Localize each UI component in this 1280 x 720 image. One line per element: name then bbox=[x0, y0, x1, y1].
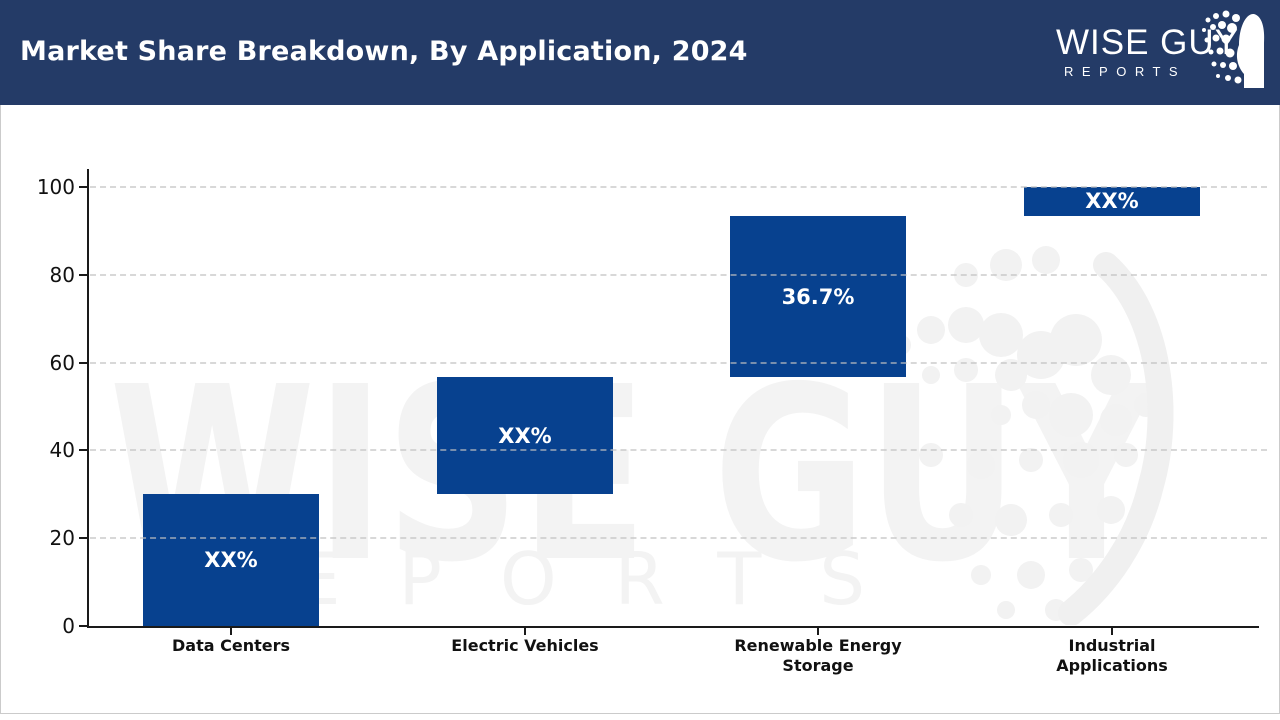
y-axis-line bbox=[87, 169, 89, 628]
gridline bbox=[90, 186, 1267, 188]
bar: 36.7% bbox=[730, 215, 906, 378]
bar-value-label: XX% bbox=[1085, 189, 1139, 214]
y-axis-tick bbox=[79, 449, 88, 452]
category-label: Industrial Applications bbox=[1056, 636, 1168, 675]
page-title: Market Share Breakdown, By Application, … bbox=[20, 36, 748, 67]
bar-value-label: XX% bbox=[204, 548, 258, 573]
x-axis-line bbox=[87, 626, 1259, 628]
logo-dots-icon bbox=[1202, 10, 1242, 84]
chart-panel: WISE GUY REPORTS 0 20 40 60 80 100 XX% XX bbox=[0, 105, 1280, 714]
category-label: Data Centers bbox=[172, 636, 290, 655]
x-axis-tick bbox=[230, 628, 232, 635]
y-tick-label: 60 bbox=[49, 350, 75, 375]
logo-subtext: REPORTS bbox=[1064, 64, 1186, 79]
bar: XX% bbox=[143, 494, 319, 626]
y-axis-tick bbox=[79, 186, 88, 188]
bar: XX% bbox=[1024, 187, 1200, 216]
header: Market Share Breakdown, By Application, … bbox=[0, 0, 1280, 105]
y-axis-tick bbox=[79, 273, 88, 276]
y-axis-tick bbox=[79, 625, 88, 627]
x-axis-tick bbox=[1111, 628, 1113, 635]
gridline bbox=[90, 537, 1267, 540]
x-axis-tick bbox=[524, 628, 526, 635]
category-label: Electric Vehicles bbox=[451, 636, 599, 655]
bar: XX% bbox=[437, 377, 613, 495]
y-tick-label: 40 bbox=[49, 438, 75, 463]
wiseguy-logo: WISE GUY REPORTS bbox=[1056, 10, 1265, 89]
bar-value-label: 36.7% bbox=[781, 284, 855, 309]
y-tick-label: 100 bbox=[36, 175, 75, 199]
y-axis-tick bbox=[79, 537, 88, 540]
y-tick-label: 80 bbox=[49, 262, 75, 287]
y-tick-label: 20 bbox=[49, 526, 75, 551]
logo-wordmark: WISE GUY bbox=[1056, 23, 1239, 62]
gridline bbox=[90, 449, 1267, 452]
bar-value-label: XX% bbox=[498, 423, 552, 448]
gridline bbox=[90, 273, 1267, 276]
logo-face-icon bbox=[1236, 13, 1265, 89]
plot-area: 0 20 40 60 80 100 XX% XX% 36.7% XX% Data Centers El… bbox=[1, 105, 1279, 713]
category-label: Renewable Energy Storage bbox=[734, 636, 902, 675]
x-axis-tick bbox=[817, 628, 819, 635]
y-tick-label: 0 bbox=[62, 614, 75, 638]
gridline bbox=[90, 361, 1267, 364]
y-axis-tick bbox=[79, 361, 88, 364]
